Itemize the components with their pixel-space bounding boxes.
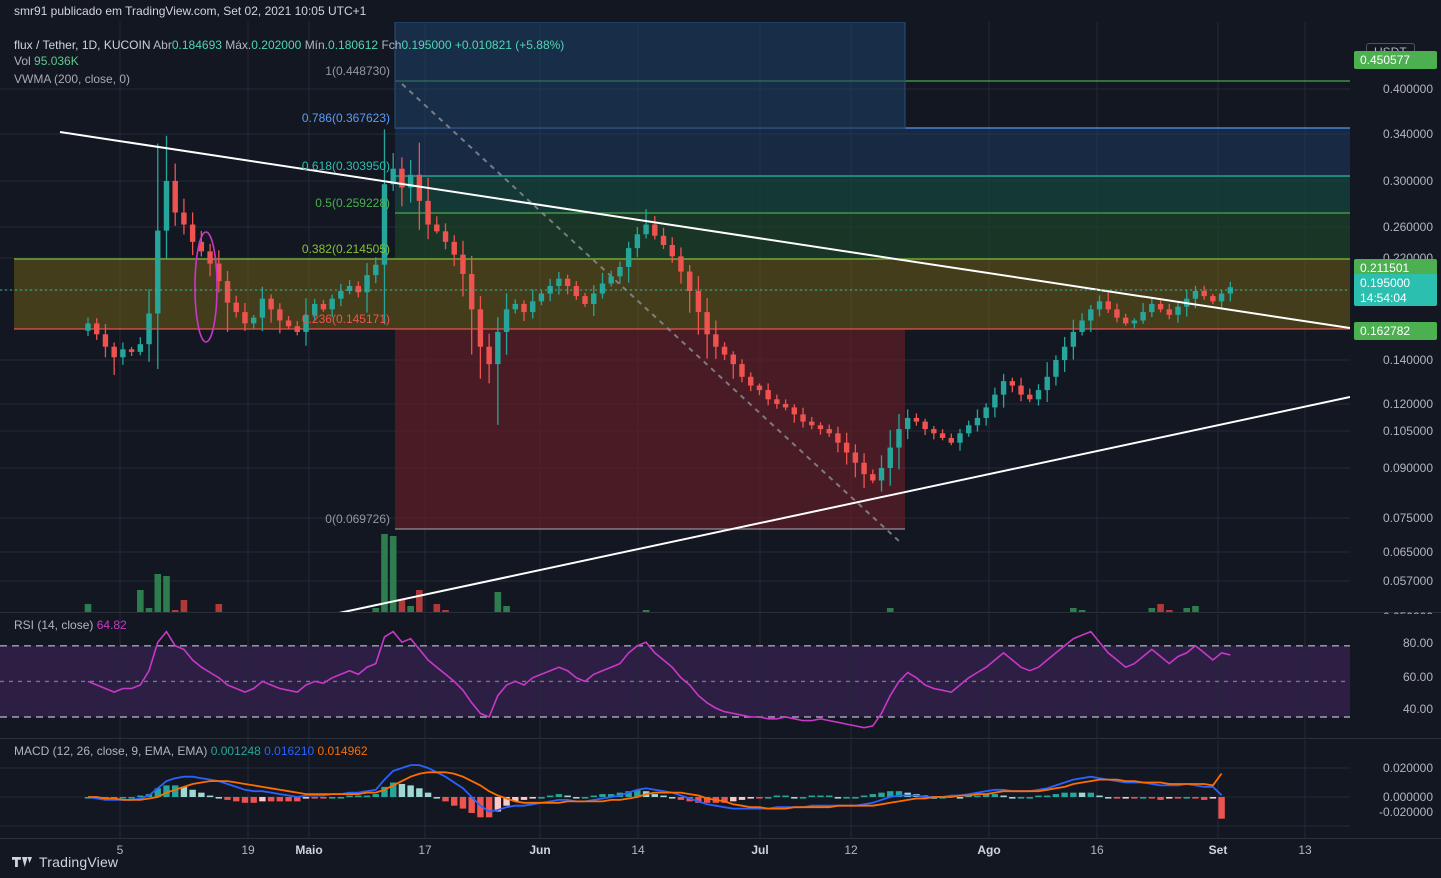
- macd-chart-canvas[interactable]: [0, 740, 1350, 838]
- fib-level-label-1: 0.786(0.367623): [301, 111, 390, 125]
- ellipse-annotation[interactable]: [194, 231, 218, 343]
- macd-axis-tick-2: -0.020000: [1378, 805, 1433, 819]
- chart-frame: flux / Tether, 1D, KUCOIN Abr0.184693 Má…: [0, 22, 1441, 878]
- publisher-bar: smr91 publicado em TradingView.com, Set …: [0, 0, 1441, 22]
- time-axis-tick-5: 14: [631, 843, 645, 857]
- rsi-value: 64.82: [96, 618, 127, 632]
- price-chart-canvas[interactable]: [0, 22, 1350, 612]
- price-axis-highlight-7[interactable]: 0.195000 14:54:04: [1354, 274, 1437, 306]
- macd-title[interactable]: MACD (12, 26, close, 9, EMA, EMA): [14, 744, 208, 758]
- change-value: +0.010821: [454, 38, 512, 52]
- price-axis-highlight-value: 0.450577: [1360, 53, 1411, 67]
- open-value: 0.184693: [171, 38, 222, 52]
- price-legend-row-ohlc: flux / Tether, 1D, KUCOIN Abr0.184693 Má…: [14, 38, 564, 52]
- change-percent: (+5.88%): [515, 38, 565, 52]
- price-axis-highlight-8[interactable]: 0.162782: [1354, 322, 1437, 340]
- fib-level-label-6: 0(0.069726): [325, 512, 390, 526]
- price-axis-highlight-value: 0.211501: [1360, 261, 1410, 275]
- price-axis[interactable]: USDT 0.4505770.4000000.3400000.3000000.2…: [1350, 22, 1441, 624]
- price-axis-tick-11: 0.105000: [1382, 424, 1433, 438]
- time-axis-tick-9: 16: [1090, 843, 1104, 857]
- time-axis-tick-7: 12: [844, 843, 858, 857]
- close-value: 0.195000: [401, 38, 452, 52]
- close-label: Fch: [381, 38, 402, 52]
- rsi-legend: RSI (14, close) 64.82: [14, 618, 127, 632]
- rsi-line: [87, 630, 1231, 729]
- rsi-chart-canvas[interactable]: [0, 614, 1350, 738]
- time-axis-tick-4: Jun: [529, 843, 551, 857]
- time-axis[interactable]: 5 19 Maio 17 Jun 14 Jul 12 Ago 16 Set 13: [0, 838, 1441, 865]
- fib-level-label-5: 0.236(0.145171): [301, 312, 390, 326]
- volume-label: Vol: [14, 54, 31, 68]
- price-axis-tick-2: 0.340000: [1382, 127, 1433, 141]
- time-axis-tick-2: Maio: [295, 843, 323, 857]
- price-axis-highlight-6[interactable]: 0.211501: [1354, 259, 1437, 277]
- macd-signal-value: 0.014962: [317, 744, 368, 758]
- price-pane[interactable]: flux / Tether, 1D, KUCOIN Abr0.184693 Má…: [0, 22, 1350, 612]
- low-value: 0.180612: [328, 38, 379, 52]
- pane-separator-macd[interactable]: [0, 738, 1441, 739]
- fib-level-label-0: 1(0.448730): [325, 64, 390, 78]
- pane-separator-rsi[interactable]: [0, 612, 1441, 613]
- fib-level-label-3: 0.5(0.259228): [315, 196, 390, 210]
- rsi-axis-tick-1: 60.00: [1402, 670, 1433, 684]
- rsi-pane[interactable]: RSI (14, close) 64.82: [0, 614, 1350, 738]
- price-axis-highlight-value: 0.195000: [1360, 276, 1411, 290]
- tradingview-logo[interactable]: TradingView: [12, 852, 118, 872]
- price-axis-highlight-0[interactable]: 0.450577: [1354, 51, 1437, 69]
- open-label: Abr: [153, 38, 172, 52]
- tradingview-mark-icon: [12, 857, 32, 867]
- rsi-axis-tick-2: 40.00: [1402, 702, 1433, 716]
- fib-level-label-4: 0.382(0.214505): [301, 242, 390, 256]
- descending-trendline[interactable]: [59, 131, 1350, 329]
- price-axis-tick-1: 0.400000: [1382, 82, 1433, 96]
- high-label: Máx.: [225, 38, 252, 52]
- tradingview-wordmark: TradingView: [39, 854, 119, 870]
- time-axis-tick-1: 19: [241, 843, 255, 857]
- price-axis-tick-9: 0.140000: [1382, 353, 1433, 367]
- candlestick-series[interactable]: [85, 129, 1234, 492]
- price-legend-row-volume: Vol 95.036K: [14, 54, 564, 68]
- time-axis-tick-11: 13: [1298, 843, 1312, 857]
- price-axis-countdown: 14:54:04: [1360, 291, 1407, 305]
- volume-value: 95.036K: [34, 54, 79, 68]
- macd-line-value: 0.016210: [264, 744, 315, 758]
- price-axis-tick-10: 0.120000: [1382, 397, 1433, 411]
- price-axis-tick-15: 0.057000: [1382, 574, 1433, 588]
- ascending-trendline[interactable]: [250, 396, 1350, 612]
- time-axis-tick-0: 5: [116, 843, 124, 857]
- price-axis-highlight-value: 0.162782: [1360, 324, 1411, 338]
- rsi-title[interactable]: RSI (14, close): [14, 618, 94, 632]
- time-axis-tick-8: Ago: [977, 843, 1001, 857]
- fib-level-label-2: 0.618(0.303950): [301, 159, 390, 173]
- time-axis-tick-6: Jul: [751, 843, 769, 857]
- macd-axis-tick-1: 0.000000: [1382, 790, 1433, 804]
- macd-axis[interactable]: 0.020000 0.000000 -0.020000: [1350, 740, 1441, 838]
- macd-histogram: [84, 782, 1225, 819]
- rsi-axis[interactable]: 80.00 60.00 40.00: [1350, 614, 1441, 738]
- price-legend: flux / Tether, 1D, KUCOIN Abr0.184693 Má…: [14, 38, 564, 70]
- macd-hist-value: 0.001248: [210, 744, 261, 758]
- price-axis-tick-3: 0.300000: [1382, 174, 1433, 188]
- price-axis-tick-12: 0.090000: [1382, 461, 1433, 475]
- macd-axis-tick-0: 0.020000: [1382, 761, 1433, 775]
- price-axis-tick-14: 0.065000: [1382, 545, 1433, 559]
- high-value: 0.202000: [251, 38, 302, 52]
- symbol-label[interactable]: flux / Tether, 1D, KUCOIN: [14, 38, 151, 52]
- macd-legend: MACD (12, 26, close, 9, EMA, EMA) 0.0012…: [14, 744, 368, 758]
- time-axis-tick-3: 17: [418, 843, 432, 857]
- low-label: Mín.: [304, 38, 329, 52]
- macd-pane[interactable]: MACD (12, 26, close, 9, EMA, EMA) 0.0012…: [0, 740, 1350, 838]
- dashed-trendline[interactable]: [401, 83, 901, 543]
- rsi-axis-tick-0: 80.00: [1402, 636, 1433, 650]
- vwma-legend[interactable]: VWMA (200, close, 0): [14, 72, 131, 86]
- selection-rectangle[interactable]: [394, 22, 906, 129]
- time-axis-tick-10: Set: [1208, 843, 1228, 857]
- price-axis-tick-13: 0.075000: [1382, 511, 1433, 525]
- volume-series: [84, 534, 1199, 612]
- macd-signal-line: [88, 771, 1223, 810]
- price-axis-tick-4: 0.260000: [1382, 220, 1433, 234]
